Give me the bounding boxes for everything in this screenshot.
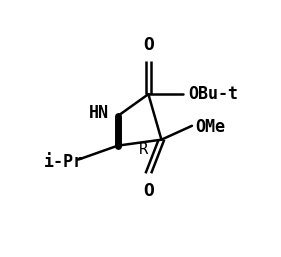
Text: O: O xyxy=(143,182,154,200)
Text: R: R xyxy=(139,142,148,157)
Text: O: O xyxy=(143,36,154,54)
Text: i-Pr: i-Pr xyxy=(44,153,84,171)
Text: HN: HN xyxy=(89,104,109,122)
Text: OMe: OMe xyxy=(195,118,225,136)
Text: OBu-t: OBu-t xyxy=(189,85,239,103)
